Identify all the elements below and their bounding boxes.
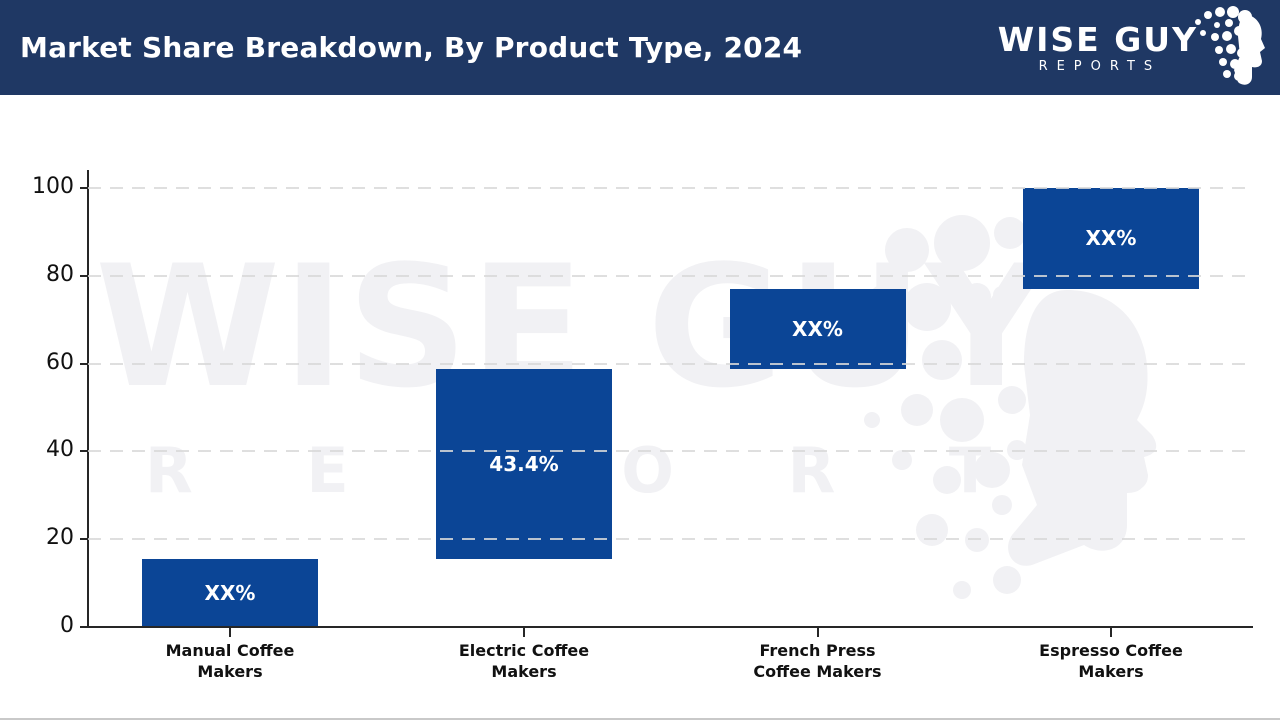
y-tick-label: 80 bbox=[46, 261, 74, 287]
gridline bbox=[88, 187, 1253, 189]
bottom-border bbox=[0, 718, 1280, 720]
logo-wordmark: WISE GUY bbox=[997, 19, 1198, 59]
watermark-head-icon bbox=[864, 215, 1157, 599]
bar-value-label: XX% bbox=[1085, 226, 1137, 251]
logo-subtitle: REPORTS bbox=[1038, 58, 1162, 74]
x-tick bbox=[229, 628, 231, 637]
x-axis-line bbox=[87, 626, 1253, 628]
y-tick-label: 60 bbox=[46, 349, 74, 375]
y-tick bbox=[80, 538, 88, 541]
x-category-label: French Press Coffee Makers bbox=[753, 641, 882, 681]
y-tick bbox=[80, 274, 88, 277]
logo-head-icon bbox=[1195, 5, 1265, 85]
gridline bbox=[88, 362, 1253, 365]
bar-3: XX% bbox=[729, 288, 906, 369]
x-tick bbox=[523, 628, 525, 637]
x-category-label: Electric Coffee Makers bbox=[458, 641, 590, 681]
bar-1: XX% bbox=[142, 559, 318, 627]
bar-value-label: 43.4% bbox=[489, 452, 559, 477]
gridline bbox=[88, 450, 1253, 453]
y-tick bbox=[80, 450, 88, 453]
wise-guy-logo: WISE GUY REPORTS bbox=[998, 5, 1280, 90]
y-axis-line bbox=[87, 170, 89, 627]
y-tick bbox=[80, 626, 88, 628]
y-tick-label: 20 bbox=[46, 525, 74, 551]
chart-area: WISE GUY R E P O R T S 0 20 40 60 80 100 XX% Ma… bbox=[0, 95, 1280, 718]
gridline bbox=[88, 538, 1253, 541]
bar-value-label: XX% bbox=[792, 316, 843, 341]
header: Market Share Breakdown, By Product Type,… bbox=[0, 0, 1280, 95]
y-tick-label: 100 bbox=[32, 174, 74, 199]
y-tick bbox=[80, 362, 88, 365]
bar-2: 43.4% bbox=[436, 368, 612, 560]
y-tick-label: 40 bbox=[46, 437, 74, 463]
y-tick bbox=[80, 187, 88, 189]
x-tick bbox=[816, 628, 819, 637]
bar-4: XX% bbox=[1023, 188, 1199, 289]
bar-value-label: XX% bbox=[204, 581, 256, 606]
gridline bbox=[88, 274, 1253, 277]
y-tick-label: 0 bbox=[60, 613, 74, 638]
x-tick bbox=[1110, 628, 1112, 637]
x-category-label: Espresso Coffee Makers bbox=[1039, 641, 1183, 681]
logo-text: WISE GUY REPORTS bbox=[998, 23, 1198, 73]
x-category-label: Manual Coffee Makers bbox=[165, 641, 295, 681]
page-title: Market Share Breakdown, By Product Type,… bbox=[20, 31, 803, 64]
